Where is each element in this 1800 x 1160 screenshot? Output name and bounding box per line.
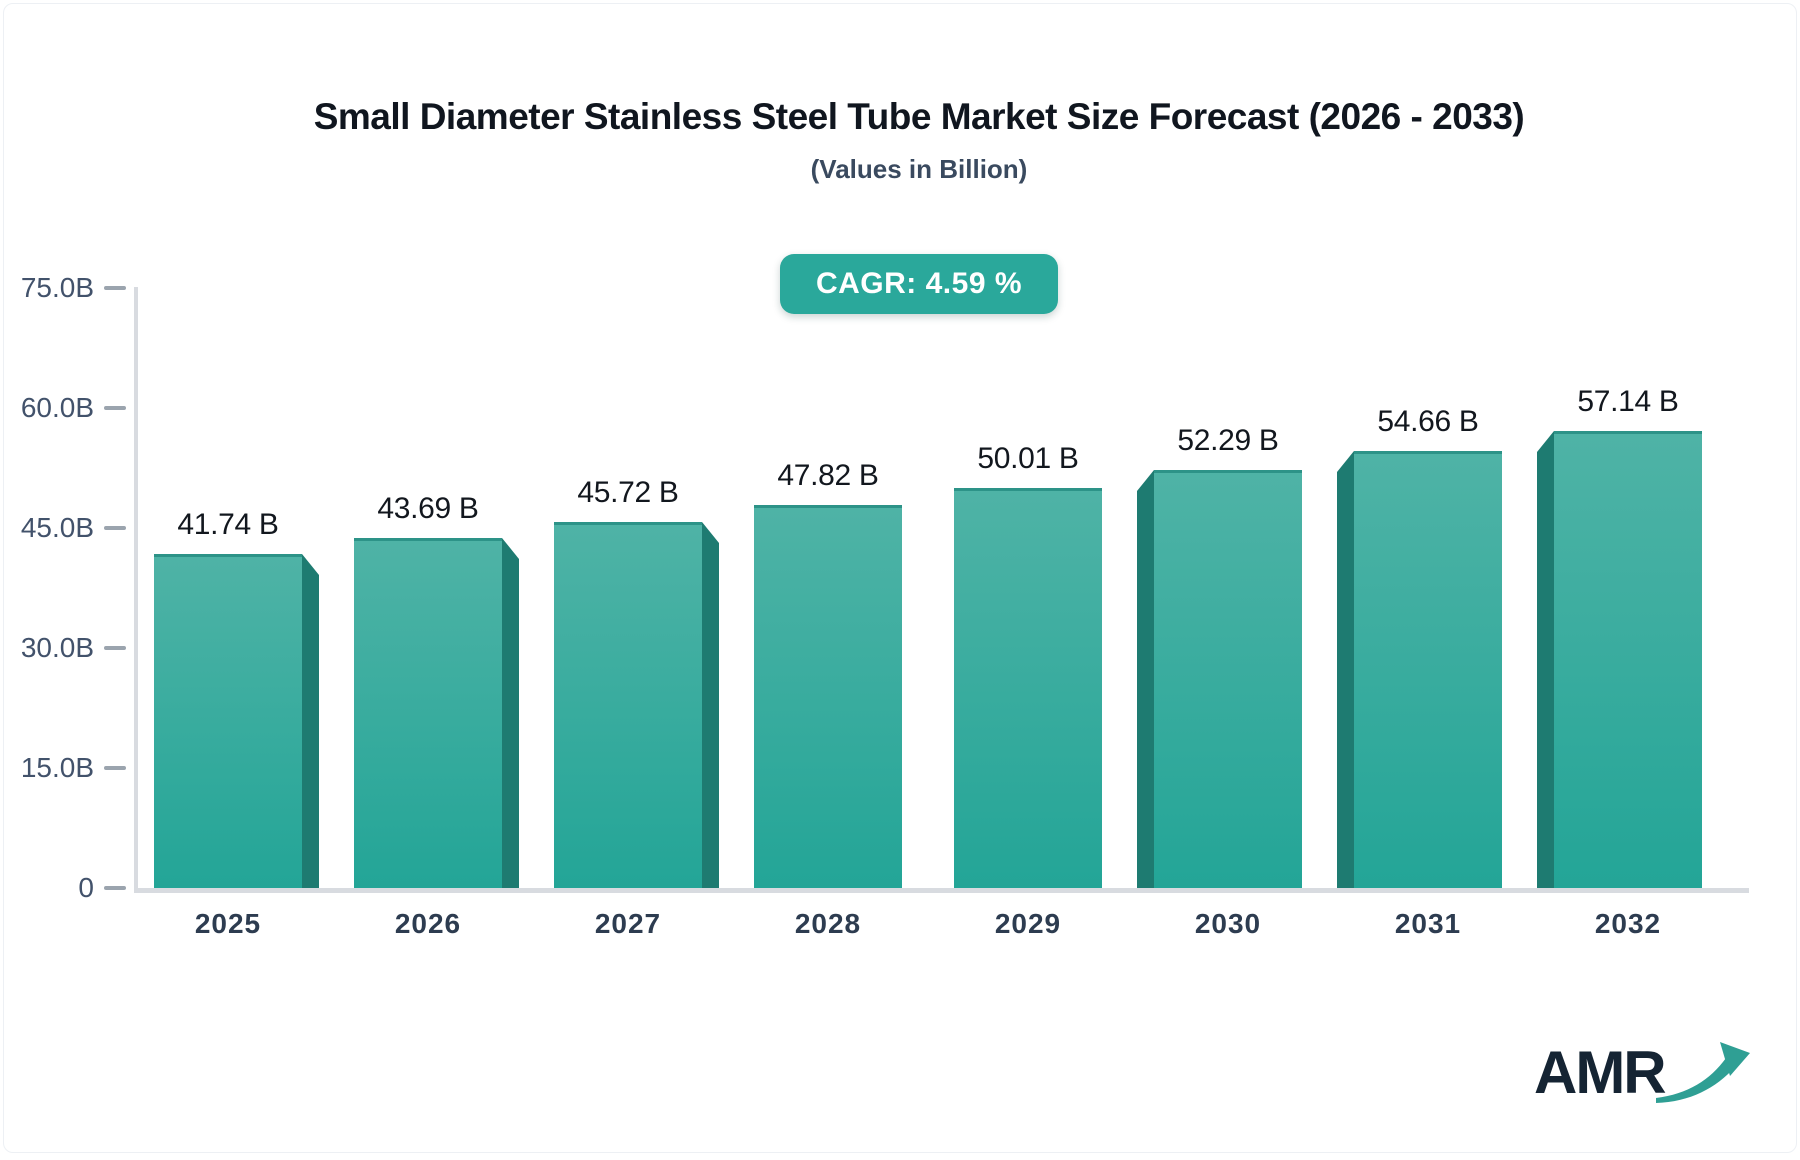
x-axis-label: 2031 [1394, 908, 1462, 939]
amr-logo-text: AMR [1534, 1039, 1667, 1106]
x-axis-line [134, 888, 1749, 893]
amr-logo: AMR [1524, 1030, 1754, 1120]
bar-value-label: 47.82 B [777, 459, 879, 492]
y-axis-tick-label: 60.0B [20, 392, 94, 423]
y-axis-tick-label: 0 [78, 872, 94, 903]
y-axis-tick-label: 15.0B [20, 752, 94, 783]
plot-area: 0 15.0B 30.0B 45.0B 60.0B 75.0B 41.74 B 2025 43.… [4, 4, 1800, 1160]
y-axis-tick-mark [104, 526, 126, 530]
bar-3d-side [1537, 431, 1554, 888]
chart-subtitle: (Values in Billion) [810, 154, 1028, 184]
y-axis-tick-label: 30.0B [20, 632, 94, 663]
y-axis-tick-mark [104, 406, 126, 410]
cagr-badge-wrap: CAGR: 4.59 % [19, 254, 1800, 314]
bar-2031[interactable] [1337, 451, 1502, 889]
x-axis-label: 2027 [594, 908, 662, 939]
y-axis-tick-mark [104, 646, 126, 650]
x-axis-label: 2029 [994, 908, 1062, 939]
x-axis-label: 2030 [1194, 908, 1262, 939]
y-axis-line [134, 287, 138, 893]
bar-2027[interactable] [554, 522, 719, 889]
chart-title: Small Diameter Stainless Steel Tube Mark… [313, 96, 1525, 137]
x-axis-label: 2025 [194, 908, 262, 939]
bar-value-label: 57.14 B [1577, 385, 1679, 418]
bar-2032[interactable] [1537, 431, 1702, 889]
x-axis-label: 2032 [1594, 908, 1662, 939]
bar-value-label: 50.01 B [977, 442, 1079, 475]
cagr-badge: CAGR: 4.59 % [779, 254, 1059, 314]
bar-3d-side [1137, 470, 1154, 888]
bar-2028[interactable] [754, 505, 902, 889]
bar-3d-side [1337, 451, 1354, 888]
y-axis-tick-mark [104, 286, 126, 290]
y-axis-tick-label: 75.0B [20, 272, 94, 303]
chart-canvas: Small Diameter Stainless Steel Tube Mark… [3, 3, 1797, 1153]
bar-value-label: 43.69 B [377, 492, 479, 525]
y-axis-tick-mark [104, 766, 126, 770]
bar-value-label: 45.72 B [577, 476, 679, 509]
bar-value-label: 52.29 B [1177, 424, 1279, 457]
bar-2029[interactable] [954, 488, 1102, 889]
x-axis-label: 2028 [794, 908, 862, 939]
y-axis-tick-mark [104, 886, 126, 890]
bar-value-label: 41.74 B [177, 508, 279, 541]
bar-3d-side [702, 522, 719, 888]
bar-2030[interactable] [1137, 470, 1302, 889]
bar-2026[interactable] [354, 538, 519, 889]
bar-3d-side [502, 538, 519, 888]
trending-up-arrow-icon [1656, 1042, 1750, 1103]
y-axis-tick-label: 45.0B [20, 512, 94, 543]
bar-value-label: 54.66 B [1377, 405, 1479, 438]
bar-3d-side [302, 554, 319, 888]
bar-2025[interactable] [154, 554, 319, 889]
x-axis-label: 2026 [394, 908, 462, 939]
